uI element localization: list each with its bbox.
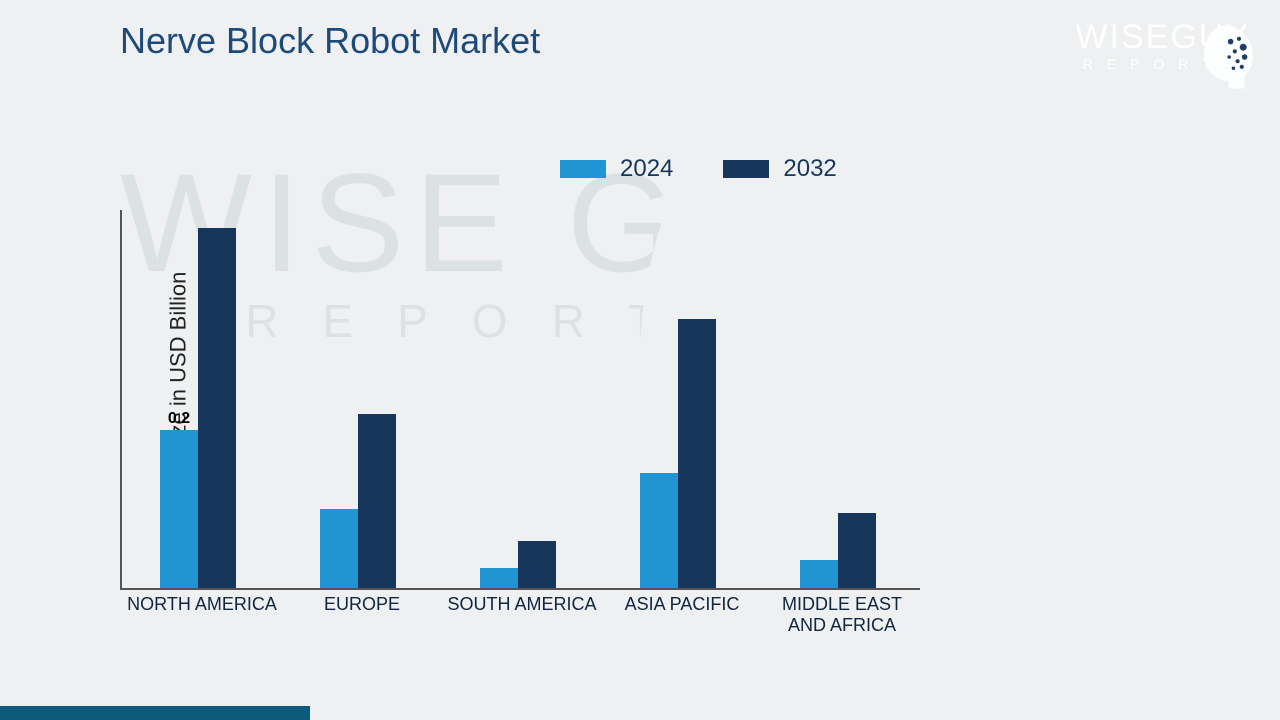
category-label: SOUTH AMERICA <box>442 588 602 615</box>
bar-series-a: 0.2 <box>160 430 198 588</box>
brand-logo: WISEGUY REPORTS <box>980 20 1250 72</box>
bar-series-a <box>480 568 518 588</box>
bar-series-b <box>358 414 396 588</box>
category-label: MIDDLE EAST AND AFRICA <box>762 588 922 635</box>
bar-series-b <box>198 228 236 588</box>
legend-swatch-2024 <box>560 160 606 178</box>
logo-word-1: WISE <box>1075 18 1170 56</box>
legend-label-2024: 2024 <box>620 155 673 183</box>
legend-swatch-2032 <box>723 160 769 178</box>
logo-head-icon <box>1190 22 1260 92</box>
bottom-accent-bar <box>0 706 310 720</box>
category-label: ASIA PACIFIC <box>602 588 762 615</box>
legend-item-2024: 2024 <box>560 155 673 183</box>
legend-item-2032: 2032 <box>723 155 836 183</box>
legend-label-2032: 2032 <box>783 155 836 183</box>
plot-area: 0.2NORTH AMERICAEUROPESOUTH AMERICAASIA … <box>120 210 920 590</box>
category-label: NORTH AMERICA <box>122 588 282 615</box>
chart-area: Market Size in USD Billion 0.2NORTH AMER… <box>100 210 930 590</box>
bar-series-b <box>518 541 556 589</box>
bar-series-b <box>838 513 876 588</box>
bar-series-b <box>678 319 716 588</box>
chart-title: Nerve Block Robot Market <box>120 20 540 62</box>
bar-series-a <box>320 509 358 588</box>
bar-value-label: 0.2 <box>168 410 190 430</box>
bar-series-a <box>800 560 838 588</box>
category-label: EUROPE <box>282 588 442 615</box>
bar-series-a <box>640 473 678 588</box>
legend: 2024 2032 <box>560 155 837 183</box>
